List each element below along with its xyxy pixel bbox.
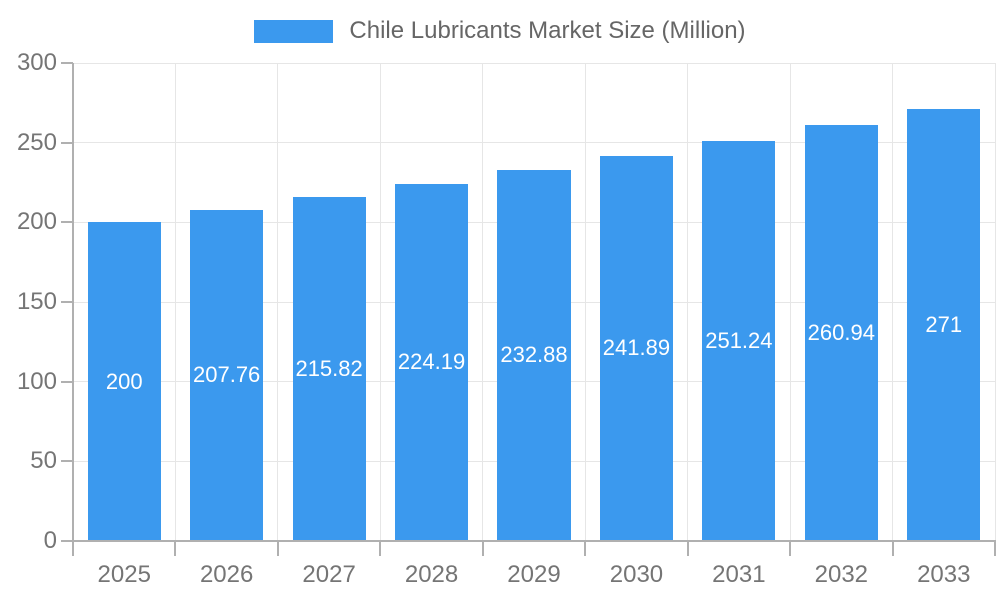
y-axis-tick	[61, 301, 73, 303]
x-axis-tick	[584, 541, 587, 556]
x-tick-label: 2030	[609, 561, 664, 588]
bar[interactable]	[907, 109, 981, 541]
x-tick-label: 2031	[712, 561, 766, 588]
y-axis-tick	[61, 141, 73, 144]
v-gridline	[277, 63, 279, 541]
bar[interactable]	[87, 222, 161, 541]
x-tick-label: 2033	[917, 561, 971, 588]
bar-value-label: 271	[925, 312, 963, 338]
v-gridline	[789, 63, 791, 541]
bar[interactable]	[804, 125, 878, 541]
y-tick-label: 0	[43, 527, 57, 554]
y-axis-line	[72, 63, 74, 541]
v-gridline	[482, 63, 484, 541]
bar[interactable]	[292, 197, 366, 541]
y-axis-tick	[61, 221, 73, 224]
x-axis-tick	[72, 541, 74, 556]
h-gridline	[73, 62, 995, 64]
y-axis-tick	[61, 62, 73, 64]
v-gridline	[892, 63, 894, 541]
x-tick-label: 2026	[199, 561, 254, 588]
bar-value-label: 200	[105, 368, 143, 394]
v-gridline	[584, 63, 586, 541]
v-gridline	[994, 63, 996, 541]
x-axis-tick	[276, 541, 279, 556]
x-axis-line	[72, 540, 996, 542]
plot-area: 0 50 100 150 200 250 300 200 2025 207.76 2026 215.8…	[17, 51, 996, 588]
x-tick-label: 2032	[814, 561, 869, 588]
v-gridline	[687, 63, 689, 541]
bar-value-label: 260.94	[807, 320, 875, 346]
x-axis-tick	[994, 541, 996, 556]
h-gridline	[73, 142, 995, 144]
v-gridline	[174, 63, 176, 541]
y-axis-tick	[61, 540, 73, 542]
x-axis-tick	[789, 541, 792, 556]
y-tick-label: 250	[16, 128, 57, 156]
bar[interactable]	[599, 155, 673, 541]
bar-value-label: 207.76	[193, 362, 261, 388]
bar-value-label: 224.19	[397, 349, 466, 375]
bar-value-label: 251.24	[705, 327, 773, 353]
y-tick-label: 300	[16, 49, 57, 76]
x-axis-tick	[481, 541, 484, 556]
x-tick-label: 2025	[97, 561, 151, 588]
y-tick-label: 200	[16, 208, 57, 236]
x-axis-tick	[379, 541, 382, 556]
bar[interactable]	[497, 169, 571, 541]
bar[interactable]	[395, 183, 469, 541]
x-tick-label: 2028	[404, 561, 459, 588]
bar-value-label: 232.88	[500, 342, 568, 368]
bar[interactable]	[702, 140, 776, 541]
v-gridline	[379, 63, 381, 541]
bar-value-label: 215.82	[295, 356, 363, 382]
chart-legend[interactable]: Chile Lubricants Market Size (Million)	[0, 17, 1000, 45]
x-axis-tick	[686, 541, 689, 556]
bar-value-label: 241.89	[602, 335, 671, 361]
legend-label: Chile Lubricants Market Size (Million)	[349, 17, 746, 44]
x-axis-tick	[174, 541, 177, 556]
y-tick-label: 150	[16, 288, 57, 315]
x-axis-tick	[891, 541, 894, 556]
legend-swatch-icon	[254, 19, 334, 43]
y-tick-label: 50	[30, 447, 57, 475]
x-tick-label: 2029	[507, 561, 561, 588]
y-axis-tick	[61, 380, 73, 383]
y-axis-tick	[61, 460, 73, 463]
x-tick-label: 2027	[302, 561, 356, 588]
y-tick-label: 100	[16, 367, 57, 395]
bar[interactable]	[190, 209, 264, 541]
